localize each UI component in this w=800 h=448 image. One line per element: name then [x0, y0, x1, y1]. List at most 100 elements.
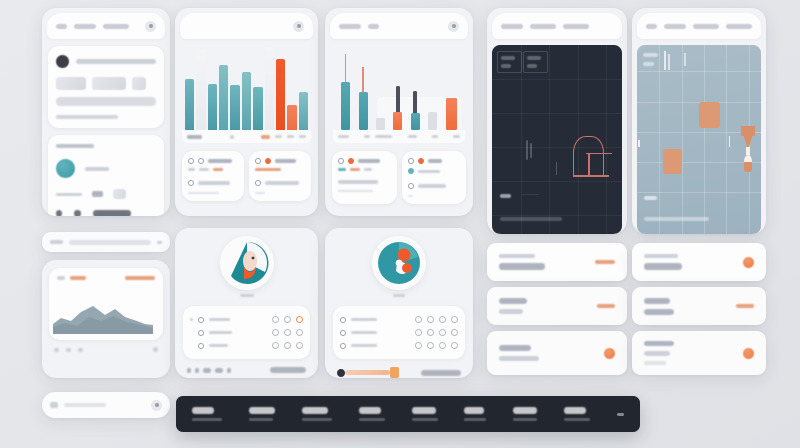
bar-7[interactable] — [253, 86, 263, 130]
alert-icon[interactable] — [604, 347, 615, 359]
circle-icon[interactable] — [427, 316, 434, 323]
status-metric-8[interactable] — [564, 407, 591, 421]
more-icon[interactable] — [153, 347, 158, 352]
circle-icon[interactable] — [439, 329, 446, 336]
slider-knob-left[interactable] — [337, 368, 345, 377]
circle-icon[interactable] — [451, 316, 458, 323]
range-slider[interactable] — [337, 367, 399, 378]
circle-icon[interactable] — [427, 342, 434, 349]
circle-icon[interactable] — [451, 329, 458, 336]
candle-6[interactable] — [428, 47, 438, 130]
more-icon[interactable] — [617, 412, 624, 416]
candle-2[interactable] — [358, 47, 368, 130]
status-metric-2[interactable] — [248, 407, 275, 421]
status-metric-3[interactable] — [301, 407, 332, 421]
status-metric-7[interactable] — [513, 407, 538, 421]
status-metric-5[interactable] — [411, 407, 438, 421]
alert-icon[interactable] — [743, 256, 754, 268]
bar-4[interactable] — [219, 65, 229, 130]
legend-box-3[interactable] — [332, 151, 397, 204]
candle-3[interactable] — [376, 47, 386, 130]
nav-item-3[interactable] — [693, 23, 719, 29]
status-metric-6[interactable] — [464, 407, 487, 421]
bar-1[interactable] — [185, 78, 195, 130]
circle-icon[interactable] — [272, 329, 279, 336]
stat-card-2[interactable] — [487, 287, 627, 325]
stat-card-4[interactable] — [632, 243, 766, 281]
nav-item-4[interactable] — [726, 23, 752, 29]
nav-item-2[interactable] — [530, 23, 556, 29]
list-item[interactable] — [340, 339, 458, 352]
status-metric-4[interactable] — [358, 407, 385, 421]
candle-5[interactable] — [410, 47, 420, 130]
circle-icon[interactable] — [439, 342, 446, 349]
overlay-box-2[interactable] — [523, 50, 548, 74]
profile-chip-2[interactable] — [92, 77, 126, 90]
bar-8[interactable] — [264, 47, 274, 130]
circle-icon[interactable] — [439, 316, 446, 323]
overlay-box-1[interactable] — [497, 50, 522, 74]
nav-item-2[interactable] — [664, 23, 686, 29]
filter-bar[interactable] — [42, 232, 170, 252]
circle-icon[interactable] — [272, 316, 279, 323]
circle-icon[interactable] — [415, 342, 422, 349]
search-bar[interactable] — [42, 392, 170, 418]
search-input[interactable] — [64, 403, 106, 407]
bar-5[interactable] — [230, 85, 240, 130]
candle-1[interactable] — [341, 47, 351, 130]
circle-icon[interactable] — [284, 342, 291, 349]
terracotta-square-1[interactable] — [699, 101, 721, 129]
candle-4[interactable] — [393, 47, 403, 130]
nav-item-1[interactable] — [646, 23, 657, 29]
legend-box-1[interactable] — [182, 151, 244, 201]
stat-card-1[interactable] — [487, 243, 627, 281]
dot-icon[interactable] — [296, 342, 303, 349]
list-item[interactable] — [190, 313, 303, 326]
bar-10[interactable] — [287, 105, 297, 130]
gear-icon[interactable] — [448, 20, 459, 32]
blue-grid-canvas[interactable] — [637, 45, 761, 234]
slider-knob-right[interactable] — [390, 367, 399, 378]
circle-icon[interactable] — [415, 316, 422, 323]
stat-card-5[interactable] — [632, 287, 766, 325]
circle-icon[interactable] — [284, 316, 291, 323]
filter-field-value[interactable] — [69, 239, 151, 245]
alert-icon[interactable] — [743, 347, 754, 359]
status-metric-1[interactable] — [192, 407, 222, 421]
list-item[interactable] — [340, 313, 458, 326]
circle-icon[interactable] — [272, 342, 279, 349]
nav-item-1[interactable] — [339, 23, 361, 29]
circle-icon[interactable] — [415, 329, 422, 336]
list-item[interactable] — [340, 326, 458, 339]
nav-item-1[interactable] — [56, 23, 67, 29]
dot-icon[interactable] — [296, 316, 303, 323]
profile-chip-3[interactable] — [132, 77, 146, 90]
avatar-donut[interactable] — [219, 236, 274, 290]
nav-item-2[interactable] — [74, 23, 96, 29]
legend-box-4[interactable] — [401, 151, 466, 204]
list-item[interactable] — [190, 326, 303, 339]
settings-icon[interactable] — [151, 399, 162, 411]
bar-11[interactable] — [298, 91, 308, 130]
pagination-page[interactable] — [66, 347, 71, 352]
user-avatar[interactable] — [56, 55, 69, 68]
profile-chip-1[interactable] — [56, 77, 86, 90]
legend-box-2[interactable] — [249, 151, 311, 201]
dark-grid-canvas[interactable] — [492, 45, 622, 234]
slider-track[interactable] — [345, 370, 390, 375]
bar-3[interactable] — [207, 84, 218, 130]
pagination-prev[interactable] — [54, 347, 59, 352]
circle-icon[interactable] — [284, 329, 291, 336]
nav-item-3[interactable] — [563, 23, 589, 29]
nav-item-3[interactable] — [103, 23, 129, 29]
segmented-donut[interactable] — [372, 236, 426, 290]
gear-icon[interactable] — [293, 20, 304, 32]
chevron-down-icon[interactable] — [157, 240, 162, 244]
circle-icon[interactable] — [451, 342, 458, 349]
gear-icon[interactable] — [145, 20, 156, 32]
dot-icon[interactable] — [296, 329, 303, 336]
candle-7[interactable] — [445, 47, 457, 130]
nav-item-1[interactable] — [501, 23, 523, 29]
list-item[interactable] — [190, 339, 303, 352]
nav-item-2[interactable] — [368, 23, 379, 29]
